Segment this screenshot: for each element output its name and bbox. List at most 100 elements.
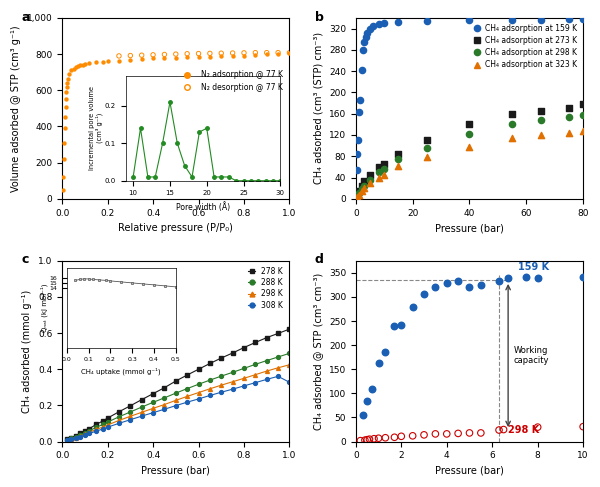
Point <box>103 57 112 65</box>
X-axis label: Pressure (bar): Pressure (bar) <box>435 223 504 233</box>
Text: Working
capacity: Working capacity <box>514 346 550 365</box>
Point <box>273 49 283 56</box>
Point <box>389 322 399 330</box>
Point <box>352 193 362 201</box>
Point <box>60 124 70 132</box>
Point <box>499 426 508 433</box>
Point <box>379 160 389 168</box>
Point <box>367 385 377 393</box>
Point <box>536 16 545 23</box>
Point <box>536 107 545 115</box>
Point <box>419 431 429 439</box>
Point <box>62 79 72 87</box>
X-axis label: Pressure (bar): Pressure (bar) <box>142 466 210 476</box>
Text: c: c <box>21 254 29 266</box>
X-axis label: Relative pressure (P/P₀): Relative pressure (P/P₀) <box>118 223 233 233</box>
Point <box>217 53 226 60</box>
Text: a: a <box>21 11 30 24</box>
Point <box>114 52 124 60</box>
Point <box>148 51 158 59</box>
Point <box>408 302 418 310</box>
Point <box>362 436 372 444</box>
Text: 159 K: 159 K <box>518 262 548 272</box>
Point <box>394 155 403 163</box>
Point <box>114 56 124 64</box>
Point <box>58 186 68 194</box>
Point <box>578 112 588 119</box>
Point <box>58 173 68 181</box>
Point <box>205 53 215 60</box>
Point <box>61 95 71 103</box>
Point <box>353 136 362 144</box>
Point <box>578 273 588 281</box>
Point <box>536 131 545 139</box>
Point <box>369 435 379 443</box>
Point <box>251 51 260 59</box>
Point <box>67 67 76 75</box>
Point <box>374 174 383 182</box>
Point <box>422 144 431 152</box>
Point <box>442 430 452 438</box>
Point <box>284 49 294 56</box>
Point <box>464 283 474 291</box>
Point <box>508 110 517 117</box>
Legend: CH₄ adsorption at 159 K, CH₄ adsorption at 273 K, CH₄ adsorption at 298 K, CH₄ a: CH₄ adsorption at 159 K, CH₄ adsorption … <box>473 22 580 72</box>
Point <box>352 193 361 201</box>
Point <box>374 20 383 28</box>
Point <box>394 162 403 169</box>
Point <box>464 130 474 138</box>
Point <box>365 25 375 33</box>
Point <box>62 83 72 91</box>
Point <box>422 136 431 144</box>
Point <box>137 51 146 59</box>
Point <box>228 49 238 57</box>
Point <box>352 194 361 202</box>
Point <box>578 127 588 134</box>
Point <box>359 182 369 189</box>
Point <box>408 432 418 440</box>
X-axis label: Pressure (bar): Pressure (bar) <box>435 466 504 476</box>
Point <box>494 426 504 434</box>
Point <box>125 56 135 64</box>
Point <box>359 38 369 46</box>
Point <box>464 16 474 23</box>
Point <box>352 150 362 157</box>
Point <box>365 176 375 184</box>
Point <box>251 49 260 56</box>
Point <box>379 19 389 27</box>
Point <box>454 430 463 437</box>
Text: 298 K: 298 K <box>508 425 539 435</box>
Point <box>357 182 367 189</box>
Point <box>362 397 372 405</box>
Point <box>91 58 101 66</box>
Point <box>76 61 85 69</box>
Point <box>533 274 542 281</box>
Point <box>365 179 375 187</box>
Point <box>374 359 383 367</box>
Point <box>355 96 365 104</box>
Point <box>60 113 70 121</box>
Point <box>503 274 513 281</box>
Point <box>564 105 574 112</box>
Point <box>125 52 135 59</box>
Point <box>182 50 192 57</box>
Point <box>365 171 375 179</box>
Point <box>564 129 574 137</box>
Point <box>352 166 361 173</box>
Point <box>379 171 389 179</box>
Point <box>262 49 272 56</box>
Point <box>284 49 294 56</box>
Point <box>63 75 73 83</box>
Text: b: b <box>315 11 324 24</box>
Point <box>354 108 364 116</box>
Point <box>358 46 368 54</box>
Point <box>182 54 192 61</box>
Point <box>80 60 89 68</box>
Point <box>361 33 371 40</box>
Point <box>98 58 108 66</box>
Point <box>358 411 367 419</box>
Point <box>352 192 362 200</box>
Point <box>64 70 74 78</box>
Point <box>368 22 377 30</box>
Point <box>578 423 588 431</box>
